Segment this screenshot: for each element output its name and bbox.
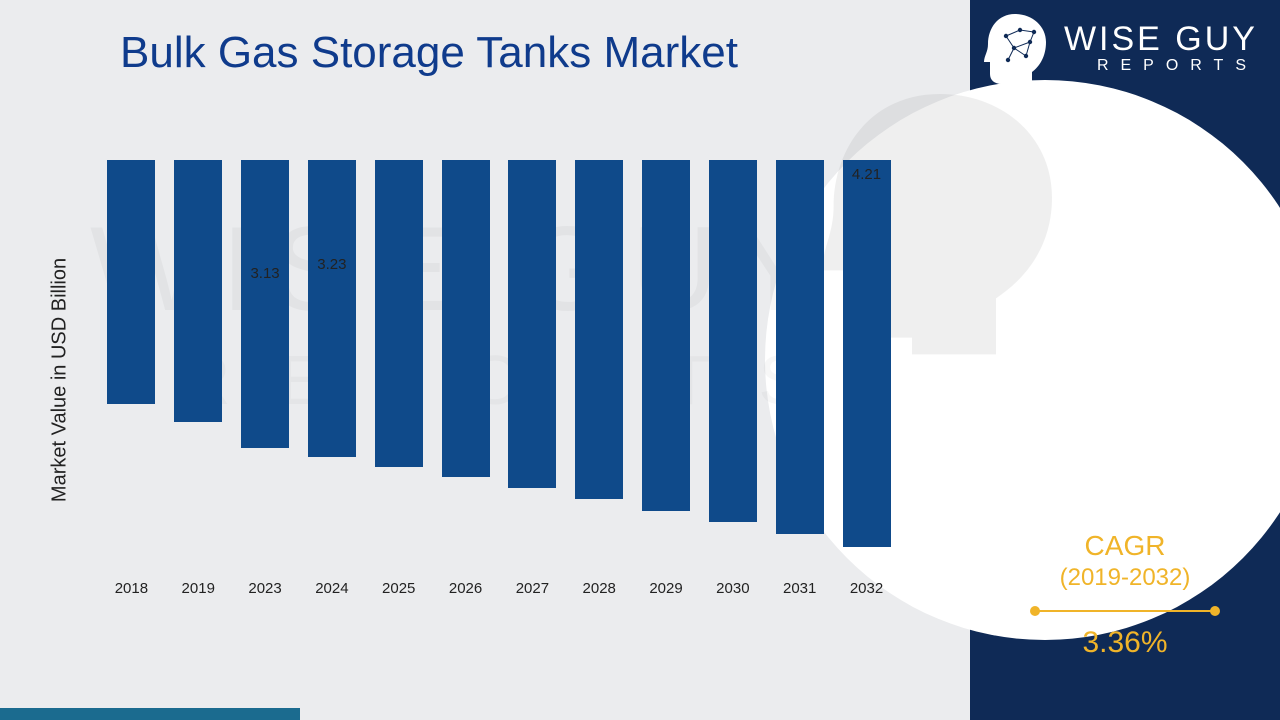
x-tick: 2019 [165, 574, 232, 600]
logo-head-icon [980, 12, 1050, 92]
x-tick: 2029 [633, 574, 700, 600]
bar-chart: Market Value in USD Billion 3.133.234.21… [70, 160, 900, 600]
cagr-block: CAGR (2019-2032) 3.36% [1010, 530, 1240, 660]
bar [241, 160, 289, 448]
bar-value-label: 3.23 [317, 256, 346, 273]
cagr-value: 3.36% [1010, 626, 1240, 660]
cagr-label: CAGR [1010, 530, 1240, 562]
x-tick: 2023 [232, 574, 299, 600]
cagr-period: (2019-2032) [1010, 564, 1240, 592]
x-tick: 2032 [833, 574, 900, 600]
bar-wrap [499, 160, 566, 574]
bar-wrap: 3.23 [298, 160, 365, 574]
x-tick: 2026 [432, 574, 499, 600]
bar-wrap [165, 160, 232, 574]
y-axis-label: Market Value in USD Billion [49, 258, 72, 502]
x-tick: 2024 [298, 574, 365, 600]
bar [308, 160, 356, 457]
bottom-accent-bar [0, 708, 300, 720]
bar-wrap [365, 160, 432, 574]
bar-wrap [98, 160, 165, 574]
bar [575, 160, 623, 499]
bar-wrap: 4.21 [833, 160, 900, 574]
bar-wrap: 3.13 [232, 160, 299, 574]
bar [776, 160, 824, 534]
bar-wrap [766, 160, 833, 574]
x-tick: 2030 [699, 574, 766, 600]
bar [174, 160, 222, 422]
logo-main-text: WISE GUY [1064, 20, 1258, 59]
brand-logo: WISE GUY REPORTS [1064, 20, 1258, 75]
bar [508, 160, 556, 488]
bar-value-label: 3.13 [250, 265, 279, 282]
bar [642, 160, 690, 511]
bar-value-label: 4.21 [852, 166, 881, 183]
cagr-divider [1035, 610, 1215, 612]
bar-wrap [699, 160, 766, 574]
logo-sub-text: REPORTS [1064, 57, 1258, 75]
bar-wrap [432, 160, 499, 574]
x-tick: 2025 [365, 574, 432, 600]
bar [442, 160, 490, 477]
bar [107, 160, 155, 404]
plot-area: 3.13 3.23 4.21 [98, 160, 900, 574]
x-tick: 2027 [499, 574, 566, 600]
x-axis: 2018201920232024202520262027202820292030… [98, 574, 900, 600]
infographic-canvas: WISE GUY REPORTS Bulk Gas Storage Tanks … [0, 0, 1280, 720]
x-tick: 2018 [98, 574, 165, 600]
x-tick: 2028 [566, 574, 633, 600]
x-tick: 2031 [766, 574, 833, 600]
bar [375, 160, 423, 467]
bar-wrap [633, 160, 700, 574]
bar [709, 160, 757, 522]
bar [843, 160, 891, 547]
bar-wrap [566, 160, 633, 574]
chart-title: Bulk Gas Storage Tanks Market [120, 28, 738, 78]
bars-container: 3.13 3.23 4.21 [98, 160, 900, 574]
